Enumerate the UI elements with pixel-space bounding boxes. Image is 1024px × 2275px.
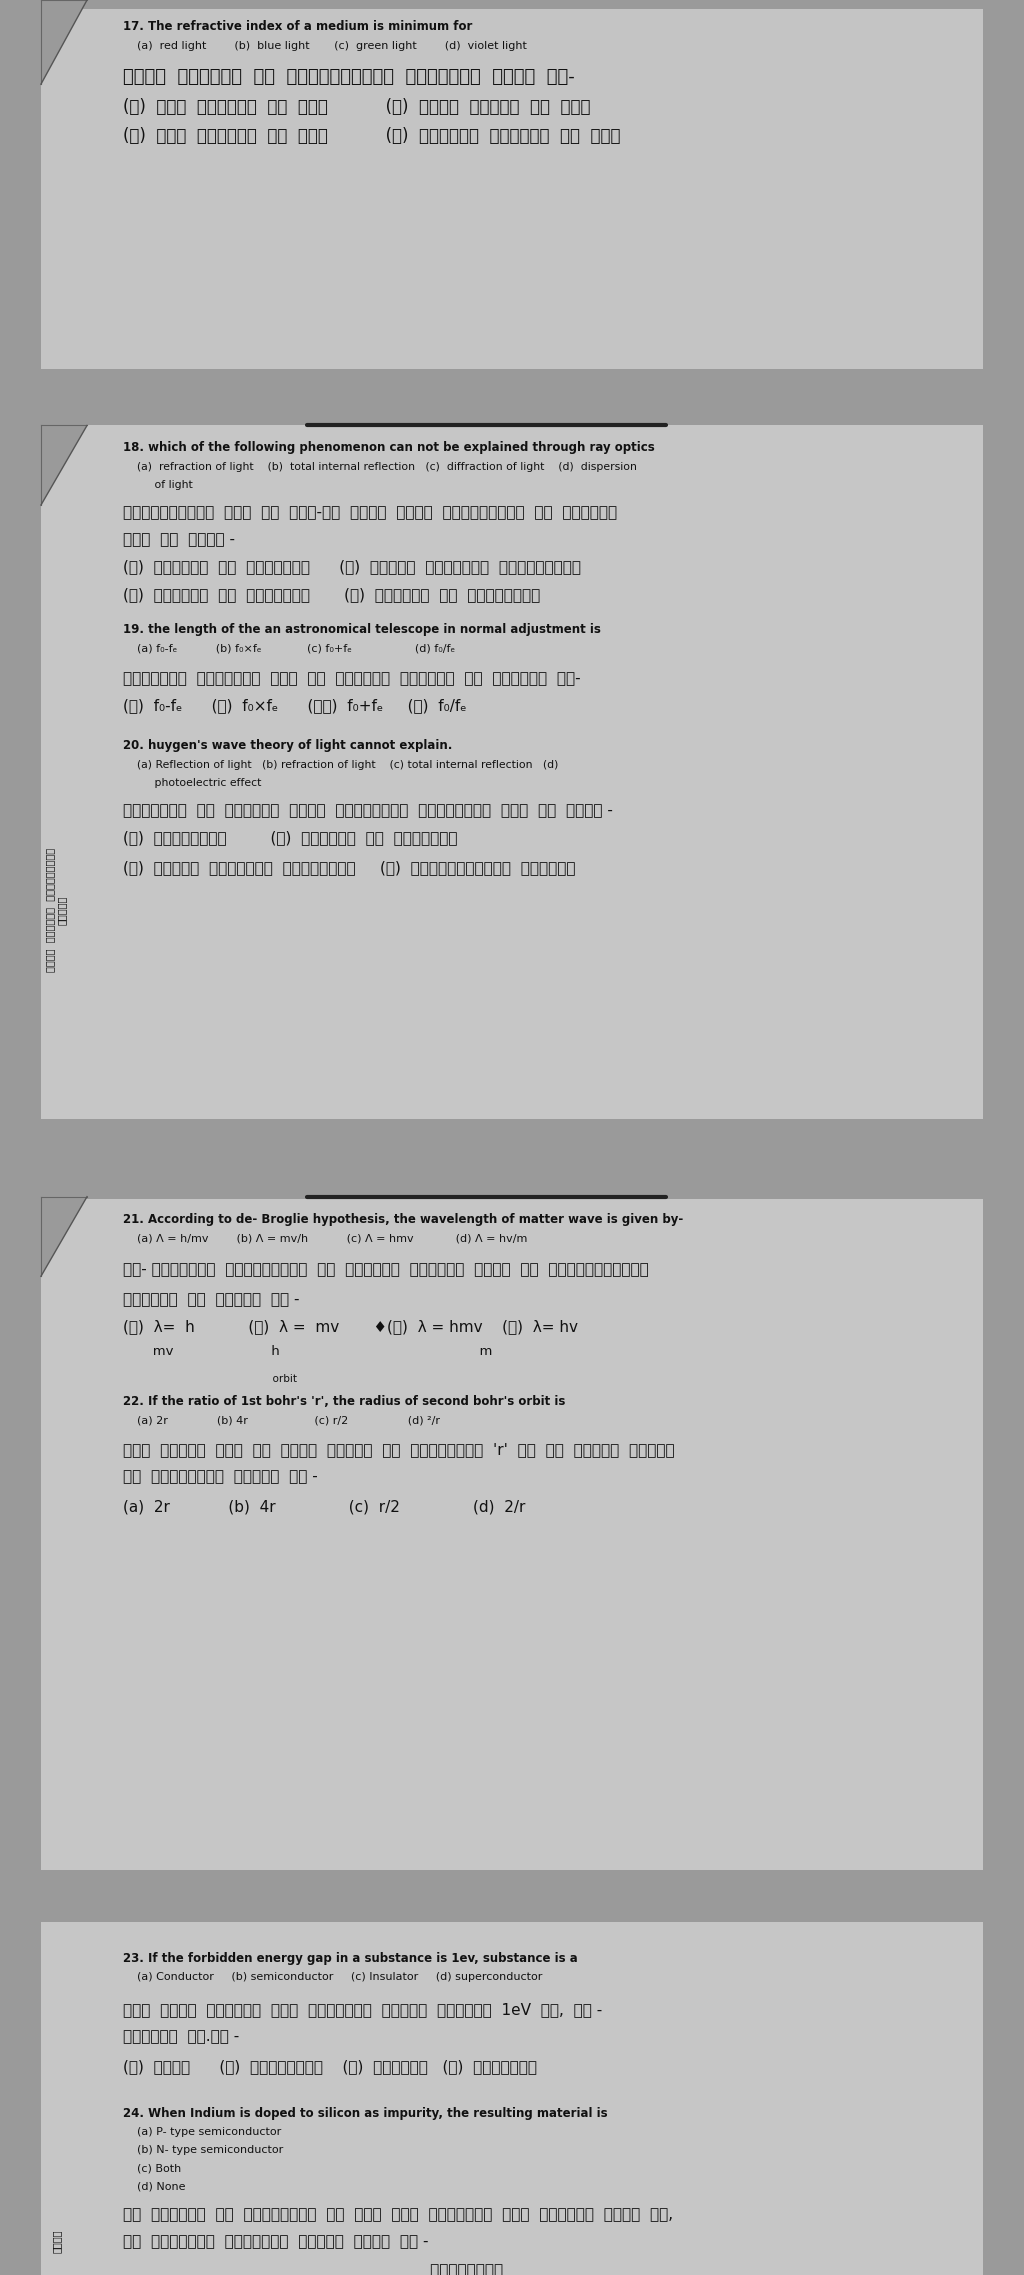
Text: (a)  refraction of light    (b)  total internal reflection   (c)  diffraction of: (a) refraction of light (b) total intern… — [123, 462, 637, 471]
Text: 20. huygen's wave theory of light cannot explain.: 20. huygen's wave theory of light cannot… — [123, 739, 453, 753]
Text: की  त्रिज्या  सूत्र  है -: की त्रिज्या सूत्र है - — [123, 1470, 317, 1486]
Text: orbit: orbit — [123, 1374, 297, 1383]
Text: 22. If the ratio of 1st bohr's 'r', the radius of second bohr's orbit is: 22. If the ratio of 1st bohr's 'r', the … — [123, 1395, 565, 1408]
Text: अर्धचालक: अर्धचालक — [123, 2264, 503, 2275]
Text: 21. According to de- Broglie hypothesis, the wavelength of matter wave is given : 21. According to de- Broglie hypothesis,… — [123, 1213, 683, 1226]
Text: (c) Both: (c) Both — [123, 2164, 181, 2173]
Text: 19. the length of the an astronomical telescope in normal adjustment is: 19. the length of the an astronomical te… — [123, 623, 601, 637]
Text: (a) 2r              (b) 4r                   (c) r/2                 (d) ²/r: (a) 2r (b) 4r (c) r/2 (d) ²/r — [123, 1415, 440, 1424]
Text: (अ)  λ=  h           (ब)  λ =  mv       ♦(स)  λ = hmv    (द)  λ= hv: (अ) λ= h (ब) λ = mv ♦(स) λ = hmv (द) λ= … — [123, 1320, 578, 1335]
Text: (a)  red light        (b)  blue light       (c)  green light        (d)  violet : (a) red light (b) blue light (c) green l… — [123, 41, 526, 50]
Text: (अ)  परावर्तन         (ब)  प्रकाश  का  अपवर्तन: (अ) परावर्तन (ब) प्रकाश का अपवर्तन — [123, 830, 458, 846]
Text: (a) Reflection of light   (b) refraction of light    (c) total internal reflecti: (a) Reflection of light (b) refraction o… — [123, 760, 558, 769]
Polygon shape — [41, 0, 87, 84]
Text: जब  इंडियम  की  अशुद्धता  के  रूप  में  सिलिकॉन  में  मिलाया  जाता  है,: जब इंडियम की अशुद्धता के रूप में सिलिकॉन… — [123, 2207, 673, 2223]
Text: (अ)  प्रकाश  का  अपवर्तन      (ब)  पूर्ण  भांतरिक  प्रावर्तन: (अ) प्रकाश का अपवर्तन (ब) पूर्ण भांतरिक … — [123, 560, 581, 576]
Text: (स)  हरा  प्रकाश  के  लिए           (द)  बैंगनी  प्रकाश  के  लिए: (स) हरा प्रकाश के लिए (द) बैंगनी प्रकाश … — [123, 127, 621, 146]
Text: सारी: सारी — [51, 2230, 61, 2252]
Text: यदि  किसी  पदार्थ  में  निषिद्ध  उर्जा  अंतराल  1eV  है,  तो -: यदि किसी पदार्थ में निषिद्ध उर्जा अंतराल… — [123, 2002, 602, 2018]
Text: (स)  प्रकाश  का  विवर्तन       (द)  प्रकाश  का  विक्षेपण: (स) प्रकाश का विवर्तन (द) प्रकाश का विक्… — [123, 587, 540, 603]
Text: यदि  नील्स  बोर  की  पहली  कक्षा  की  त्रिज्या  'r'  है  तो  दूसरी  कक्षा: यदि नील्स बोर की पहली कक्षा की त्रिज्या … — [123, 1442, 675, 1458]
Bar — [41, 425, 983, 1119]
Text: mv                       h                                               m: mv h m — [123, 1345, 493, 1358]
Text: हुयगन्स  का  प्रकाश  तरंग  सिद्धांत  व्याख्या  नही  कर  सकता -: हुयगन्स का प्रकाश तरंग सिद्धांत व्याख्या… — [123, 803, 612, 819]
Bar — [41, 9, 983, 369]
Text: (a)  2r            (b)  4r               (c)  r/2               (d)  2/r: (a) 2r (b) 4r (c) r/2 (d) 2/r — [123, 1499, 525, 1515]
Text: (b) N- type semiconductor: (b) N- type semiconductor — [123, 2145, 283, 2154]
Text: 17. The refractive index of a medium is minimum for: 17. The refractive index of a medium is … — [123, 20, 472, 34]
Text: नही  जा  सकता -: नही जा सकता - — [123, 532, 234, 548]
Text: किसी  माध्यम  का  अपवर्तनांक  न्यूनतम  होता  है-: किसी माध्यम का अपवर्तनांक न्यूनतम होता ह… — [123, 68, 574, 86]
Text: (a) Conductor     (b) semiconductor     (c) Insulator     (d) superconductor: (a) Conductor (b) semiconductor (c) Insu… — [123, 1972, 543, 1982]
Text: जिला  शिक्षा  पदाधिकारी
भिण्ड: जिला शिक्षा पदाधिकारी भिण्ड — [45, 849, 68, 971]
Text: 23. If the forbidden energy gap in a substance is 1ev, substance is a: 23. If the forbidden energy gap in a sub… — [123, 1952, 578, 1966]
Text: (अ)  लाल  प्रकाश  के  लिए           (ब)  नीला  मध्यम  के  लिए: (अ) लाल प्रकाश के लिए (ब) नीला मध्यम के … — [123, 98, 591, 116]
Text: सामान्य  समायोजन  में  एक  खगोलीय  दूरबीन  की  लम्बाई  है-: सामान्य समायोजन में एक खगोलीय दूरबीन की … — [123, 671, 581, 687]
Polygon shape — [41, 425, 87, 505]
Text: (अ)  चालक      (ब)  अर्धचालक    (स)  कुचालक   (द)  अतिचालक: (अ) चालक (ब) अर्धचालक (स) कुचालक (द) अति… — [123, 2059, 537, 2075]
Text: 24. When Indium is doped to silicon as impurity, the resulting material is: 24. When Indium is doped to silicon as i… — [123, 2107, 607, 2120]
Polygon shape — [41, 1197, 87, 1276]
Text: (a) Λ = h/mv        (b) Λ = mv/h           (c) Λ = hmv            (d) Λ = hv/m: (a) Λ = h/mv (b) Λ = mv/h (c) Λ = hmv (d… — [123, 1233, 527, 1242]
Text: (स)  पूर्ण  भांतरिक  परावर्तन     (द)  फोटोविद्युत  प्रभाव: (स) पूर्ण भांतरिक परावर्तन (द) फोटोविद्य… — [123, 860, 575, 876]
Text: निर्वा  का  सूत्र  है -: निर्वा का सूत्र है - — [123, 1292, 299, 1308]
Text: डी- ब्रोगली  परिकल्पना  के  अनुसार  पदार्थ  तरंग  की  तरंगदैर्घ्य: डी- ब्रोगली परिकल्पना के अनुसार पदार्थ त… — [123, 1263, 648, 1279]
Text: ली  परिणामी  सामग्री  कौनसी  होती  है -: ली परिणामी सामग्री कौनसी होती है - — [123, 2234, 428, 2250]
Text: निम्नलिखित  में  से  कौन-सी  घटना  किरण  प्रकाशिकी  से  समझाजा: निम्नलिखित में से कौन-सी घटना किरण प्रका… — [123, 505, 617, 521]
Text: (अ)  f₀-fₑ      (ब)  f₀×fₑ      (सस)  f₀+fₑ     (द)  f₀/fₑ: (अ) f₀-fₑ (ब) f₀×fₑ (सस) f₀+fₑ (द) f₀/fₑ — [123, 698, 467, 714]
Bar — [41, 1922, 983, 2275]
Bar — [41, 1199, 983, 1870]
Text: पदार्थ  एक.है -: पदार्थ एक.है - — [123, 2029, 240, 2045]
Text: (a) f₀-fₑ           (b) f₀×fₑ             (c) f₀+fₑ                  (d) f₀/fₑ: (a) f₀-fₑ (b) f₀×fₑ (c) f₀+fₑ (d) f₀/fₑ — [123, 644, 455, 653]
Text: of light: of light — [123, 480, 193, 489]
Text: (d) None: (d) None — [123, 2182, 185, 2191]
Text: (a) P- type semiconductor: (a) P- type semiconductor — [123, 2127, 282, 2136]
Text: 18. which of the following phenomenon can not be explained through ray optics: 18. which of the following phenomenon ca… — [123, 441, 654, 455]
Text: photoelectric effect: photoelectric effect — [123, 778, 261, 787]
